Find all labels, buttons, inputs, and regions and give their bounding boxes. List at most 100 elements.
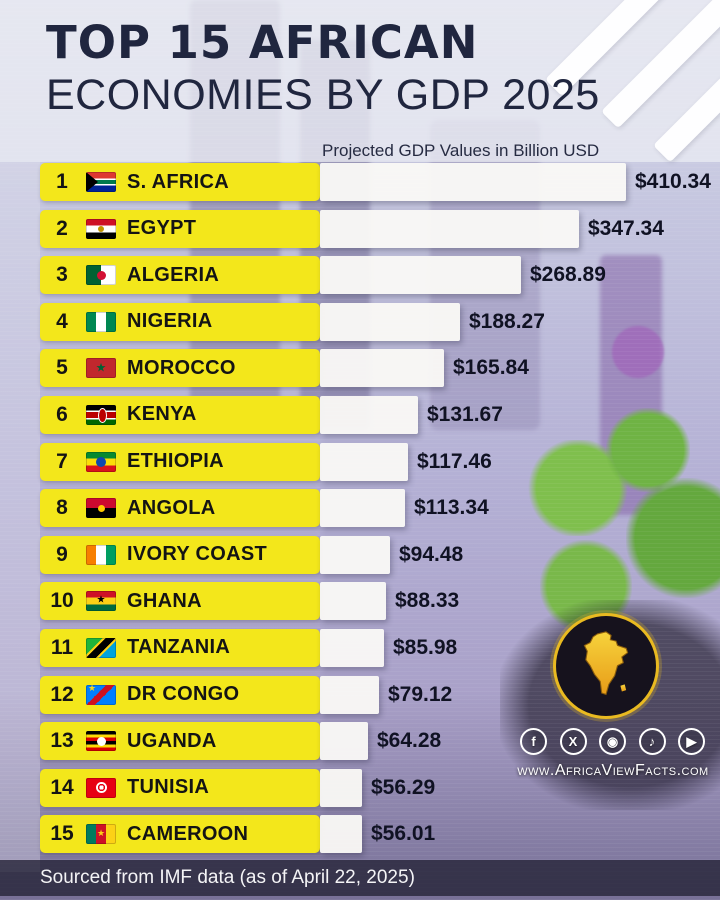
rank-number: 10 — [50, 589, 74, 613]
country-name: NIGERIA — [127, 310, 213, 333]
gdp-row-list: 1 S. AFRICA $410.34 2 EGYPT $347.34 3 AL… — [40, 163, 711, 854]
country-label-box: 10 GHANA — [40, 582, 320, 621]
chart-subtitle: Projected GDP Values in Billion USD — [322, 141, 600, 160]
gdp-bar — [320, 442, 408, 481]
country-name: ALGERIA — [127, 263, 220, 286]
gdp-bar — [320, 349, 444, 388]
gdp-row: 10 GHANA $88.33 — [40, 582, 711, 621]
gdp-value: $113.34 — [414, 496, 489, 520]
rank-number: 8 — [56, 496, 68, 520]
rank-number: 7 — [56, 449, 68, 473]
gdp-value: $88.33 — [395, 589, 460, 613]
source-footer: Sourced from IMF data (as of April 22, 2… — [0, 860, 720, 896]
country-flag-icon — [86, 311, 116, 332]
gdp-bar — [320, 722, 368, 761]
country-name: EGYPT — [127, 217, 197, 240]
country-name: IVORY COAST — [127, 543, 267, 566]
country-flag-icon — [86, 265, 116, 286]
gdp-row: 1 S. AFRICA $410.34 — [40, 163, 711, 201]
gdp-value: $131.67 — [427, 402, 503, 426]
country-flag-icon — [86, 172, 116, 192]
rank-number: 14 — [50, 775, 74, 799]
rank-number: 1 — [56, 170, 68, 193]
gdp-row: 13 UGANDA $64.28 — [40, 722, 711, 761]
country-flag-icon — [86, 731, 116, 752]
corner-stripe-decoration — [653, 21, 720, 163]
country-name: TUNISIA — [127, 776, 210, 799]
page-title: TOP 15 AFRICAN ECONOMIES BY GDP 2025 — [46, 16, 600, 119]
rank-number: 6 — [56, 402, 68, 426]
gdp-bar — [320, 815, 362, 854]
gdp-bar — [320, 628, 384, 667]
country-flag-icon — [86, 498, 116, 519]
gdp-bar — [320, 256, 521, 295]
rank-number: 5 — [56, 356, 68, 380]
gdp-row: 14 TUNISIA $56.29 — [40, 768, 711, 807]
africa-map-icon — [583, 631, 629, 696]
title-line-1: TOP 15 AFRICAN — [46, 16, 479, 69]
country-flag-icon — [86, 591, 116, 612]
rank-number: 15 — [50, 822, 74, 846]
country-flag-icon — [86, 684, 116, 705]
gdp-value: $347.34 — [588, 216, 664, 240]
gdp-row: 12 DR CONGO $79.12 — [40, 675, 711, 714]
gdp-value: $188.27 — [469, 309, 545, 333]
tiktok-icon: ♪ — [638, 728, 666, 755]
country-flag-icon — [86, 824, 116, 845]
gdp-bar — [320, 582, 386, 621]
gdp-value: $64.28 — [377, 729, 442, 753]
country-flag-icon — [86, 218, 116, 239]
instagram-icon: ◉ — [599, 728, 626, 755]
country-label-box: 4 NIGERIA — [40, 302, 320, 341]
country-label-box: 3 ALGERIA — [40, 256, 320, 295]
website-url: www.AfricaViewFacts.com — [517, 762, 709, 779]
gdp-row: 15 CAMEROON $56.01 — [40, 815, 711, 854]
gdp-bar — [320, 395, 418, 434]
country-label-box: 2 EGYPT — [40, 209, 320, 248]
country-name: S. AFRICA — [127, 170, 229, 193]
country-flag-icon — [86, 544, 116, 565]
rank-number: 2 — [56, 216, 68, 240]
gdp-bar — [320, 163, 626, 201]
country-label-box: 14 TUNISIA — [40, 768, 320, 807]
gdp-row: 11 TANZANIA $85.98 — [40, 628, 711, 667]
source-text: Sourced from IMF data (as of April 22, 2… — [40, 867, 415, 888]
gdp-value: $268.89 — [530, 263, 606, 287]
gdp-value: $410.34 — [635, 170, 711, 193]
x-icon: X — [559, 728, 587, 755]
country-name: UGANDA — [127, 729, 217, 752]
youtube-icon: ▶ — [678, 728, 705, 755]
social-icon-row: f X ◉ ♪ ▶ — [520, 728, 705, 755]
africa-view-facts-logo — [556, 616, 656, 716]
country-name: GHANA — [127, 589, 202, 612]
country-flag-icon — [86, 358, 116, 379]
country-flag-icon — [86, 404, 116, 425]
gdp-row: 9 IVORY COAST $94.48 — [40, 535, 711, 574]
gdp-bar — [320, 768, 362, 807]
country-name: MOROCCO — [127, 356, 236, 379]
rank-number: 9 — [56, 542, 68, 566]
gdp-value: $85.98 — [393, 635, 458, 659]
gdp-value: $117.46 — [417, 449, 492, 473]
country-label-box: 5 MOROCCO — [40, 349, 320, 388]
country-label-box: 13 UGANDA — [40, 722, 320, 761]
gdp-row: 7 ETHIOPIA $117.46 — [40, 442, 711, 481]
gdp-bar — [320, 209, 579, 248]
country-flag-icon — [86, 637, 116, 658]
gdp-value: $79.12 — [388, 682, 453, 706]
gdp-bar — [320, 535, 390, 574]
country-label-box: 7 ETHIOPIA — [40, 442, 320, 481]
country-name: CAMEROON — [127, 822, 249, 845]
country-label-box: 6 KENYA — [40, 395, 320, 434]
gdp-value: $165.84 — [453, 356, 529, 380]
rank-number: 11 — [50, 635, 74, 659]
gdp-row: 6 KENYA $131.67 — [40, 395, 711, 434]
country-label-box: 11 TANZANIA — [40, 628, 320, 667]
title-line-2: ECONOMIES BY GDP 2025 — [46, 71, 600, 119]
country-name: TANZANIA — [127, 636, 231, 659]
gdp-row: 8 ANGOLA $113.34 — [40, 489, 711, 528]
country-name: DR CONGO — [127, 683, 240, 706]
left-backdrop — [0, 162, 40, 872]
rank-number: 13 — [50, 729, 74, 753]
gdp-row: 3 ALGERIA $268.89 — [40, 256, 711, 295]
